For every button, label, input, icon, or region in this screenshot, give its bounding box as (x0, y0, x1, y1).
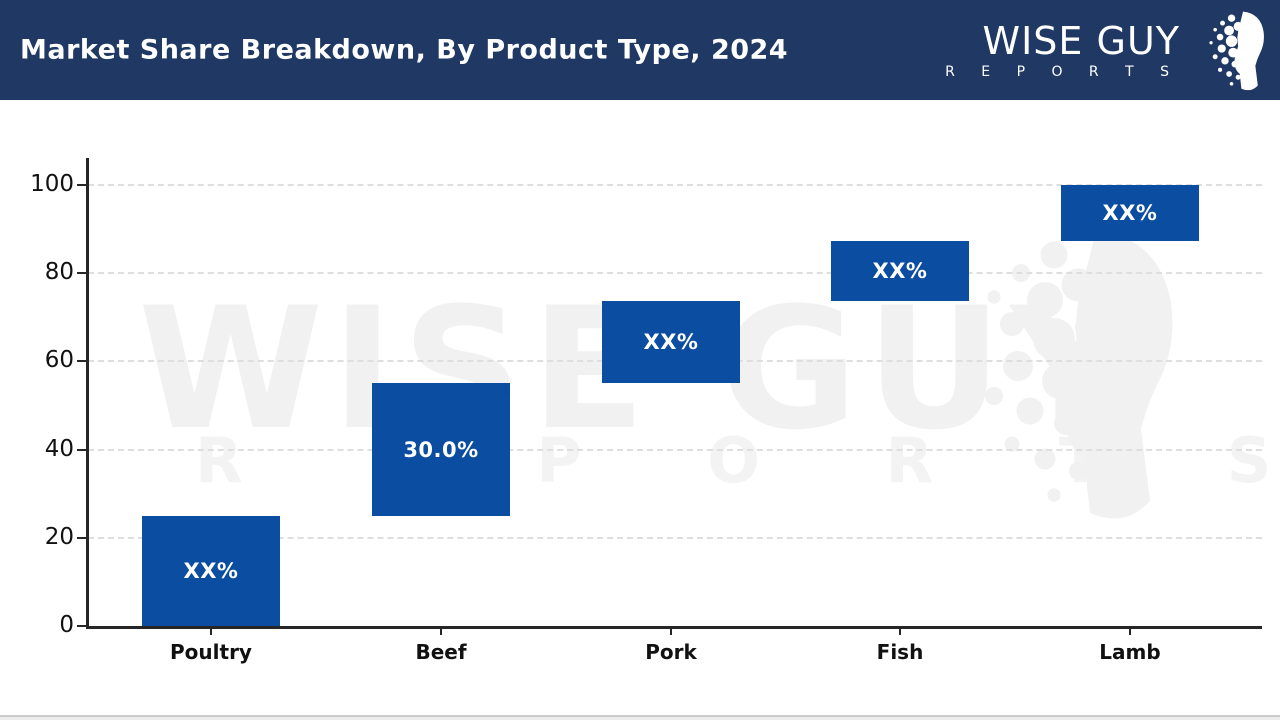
y-tick-mark (77, 272, 86, 275)
y-tick-label: 80 (44, 259, 74, 286)
y-tick-label: 100 (30, 171, 74, 197)
y-tick-mark (77, 184, 86, 186)
logo-head-icon (1209, 11, 1264, 91)
y-tick-label: 60 (44, 347, 74, 374)
bar-fish: XX% (831, 240, 969, 301)
chart-area: WISE GUY R E P O R T S 0 20 40 60 80 100 XX% Po… (0, 100, 1280, 715)
y-tick-mark (77, 625, 86, 627)
y-tick-label: 40 (44, 435, 74, 462)
x-tick-mark (670, 628, 672, 635)
header-bar: Market Share Breakdown, By Product Type,… (0, 0, 1280, 100)
x-tick-label-fish: Fish (876, 640, 924, 664)
x-tick-mark (440, 628, 442, 635)
x-tick-mark (1129, 628, 1131, 635)
watermark-subtitle: R E P O R T S (195, 424, 1280, 497)
y-tick-label: 0 (59, 612, 74, 638)
bar-value-label: XX% (183, 558, 239, 583)
bar-value-label: XX% (643, 330, 699, 355)
y-tick-mark (77, 360, 86, 363)
y-tick-mark (77, 536, 86, 539)
x-tick-label-poultry: Poultry (170, 640, 252, 664)
gridline-40 (88, 448, 1262, 451)
bar-value-label: XX% (1102, 200, 1158, 225)
gridline-20 (88, 536, 1262, 539)
logo-wordmark: WISE GUY (982, 19, 1180, 63)
bar-poultry: XX% (142, 515, 280, 626)
x-tick-mark (899, 628, 901, 635)
footer-strip (0, 717, 1280, 720)
bar-value-label: 30.0% (403, 437, 479, 462)
bar-pork: XX% (602, 300, 740, 384)
bar-value-label: XX% (872, 258, 928, 283)
footer-divider (0, 715, 1280, 717)
gridline-80 (88, 272, 1262, 275)
bar-beef: 30.0% (372, 383, 510, 516)
y-tick-label: 20 (44, 523, 74, 550)
x-tick-label-pork: Pork (645, 640, 697, 664)
page-title: Market Share Breakdown, By Product Type,… (20, 34, 789, 66)
wise-guy-logo: WISE GUY R E P O R T S (945, 8, 1268, 92)
logo-subtitle: R E P O R T S (945, 64, 1180, 80)
logo-text: WISE GUY R E P O R T S (945, 22, 1180, 82)
x-axis (86, 626, 1262, 629)
x-tick-mark (210, 628, 212, 635)
y-axis (86, 158, 89, 628)
x-tick-label-beef: Beef (415, 640, 467, 664)
y-tick-mark (77, 448, 86, 451)
x-tick-label-lamb: Lamb (1099, 640, 1161, 664)
bar-lamb: XX% (1061, 185, 1199, 241)
gridline-100 (88, 184, 1262, 186)
